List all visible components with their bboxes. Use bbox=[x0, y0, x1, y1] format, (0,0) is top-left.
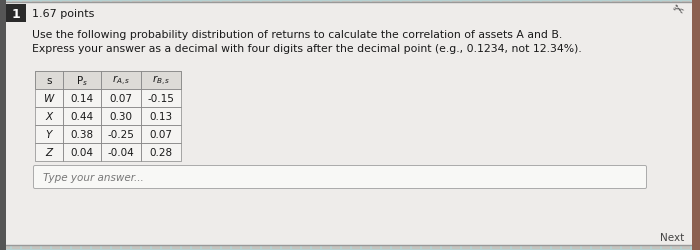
Text: 0.07: 0.07 bbox=[150, 130, 172, 140]
Text: 0.14: 0.14 bbox=[71, 94, 94, 104]
Text: 0.07: 0.07 bbox=[109, 94, 132, 104]
Bar bbox=[141, 126, 181, 144]
Text: X: X bbox=[46, 112, 52, 122]
Bar bbox=[35, 108, 181, 126]
Bar bbox=[101, 72, 141, 90]
Bar bbox=[35, 144, 63, 161]
FancyBboxPatch shape bbox=[34, 166, 647, 189]
Text: 0.44: 0.44 bbox=[71, 112, 94, 122]
Bar bbox=[63, 72, 101, 90]
Bar bbox=[63, 126, 101, 144]
Text: P$_s$: P$_s$ bbox=[76, 74, 88, 88]
Text: -0.04: -0.04 bbox=[108, 148, 134, 157]
Bar bbox=[692, 0, 700, 250]
Text: $r_{A,s}$: $r_{A,s}$ bbox=[112, 74, 130, 88]
Bar bbox=[35, 144, 181, 161]
Text: ✂: ✂ bbox=[668, 1, 685, 19]
Text: W: W bbox=[44, 94, 54, 104]
Bar bbox=[0, 0, 6, 250]
Bar bbox=[35, 72, 63, 90]
Bar bbox=[6, 5, 26, 23]
Bar bbox=[141, 108, 181, 126]
Text: Use the following probability distribution of returns to calculate the correlati: Use the following probability distributi… bbox=[32, 30, 562, 40]
Text: 0.30: 0.30 bbox=[109, 112, 132, 122]
Bar bbox=[35, 126, 63, 144]
Text: -0.25: -0.25 bbox=[108, 130, 134, 140]
Text: 0.04: 0.04 bbox=[71, 148, 94, 157]
Text: Next: Next bbox=[660, 232, 684, 242]
Bar bbox=[63, 144, 101, 161]
Bar bbox=[35, 72, 181, 90]
Bar bbox=[101, 90, 141, 108]
Text: 0.13: 0.13 bbox=[149, 112, 173, 122]
Bar bbox=[35, 108, 63, 126]
Bar bbox=[101, 126, 141, 144]
Text: 0.38: 0.38 bbox=[71, 130, 94, 140]
Text: Express your answer as a decimal with four digits after the decimal point (e.g.,: Express your answer as a decimal with fo… bbox=[32, 44, 582, 54]
Bar bbox=[63, 90, 101, 108]
Text: Y: Y bbox=[46, 130, 52, 140]
Text: Type your answer...: Type your answer... bbox=[43, 172, 144, 182]
Bar bbox=[63, 108, 101, 126]
Bar bbox=[141, 72, 181, 90]
Text: -0.15: -0.15 bbox=[148, 94, 174, 104]
Bar bbox=[101, 144, 141, 161]
Bar bbox=[35, 126, 181, 144]
Bar bbox=[35, 90, 63, 108]
Text: 1: 1 bbox=[12, 8, 20, 20]
Bar bbox=[35, 90, 181, 108]
Text: s: s bbox=[46, 76, 52, 86]
Text: $r_{B,s}$: $r_{B,s}$ bbox=[152, 74, 170, 88]
Text: Z: Z bbox=[46, 148, 52, 157]
Text: 0.28: 0.28 bbox=[149, 148, 173, 157]
Bar bbox=[101, 108, 141, 126]
Text: 1.67 points: 1.67 points bbox=[32, 9, 94, 19]
Bar bbox=[141, 144, 181, 161]
Bar bbox=[141, 90, 181, 108]
